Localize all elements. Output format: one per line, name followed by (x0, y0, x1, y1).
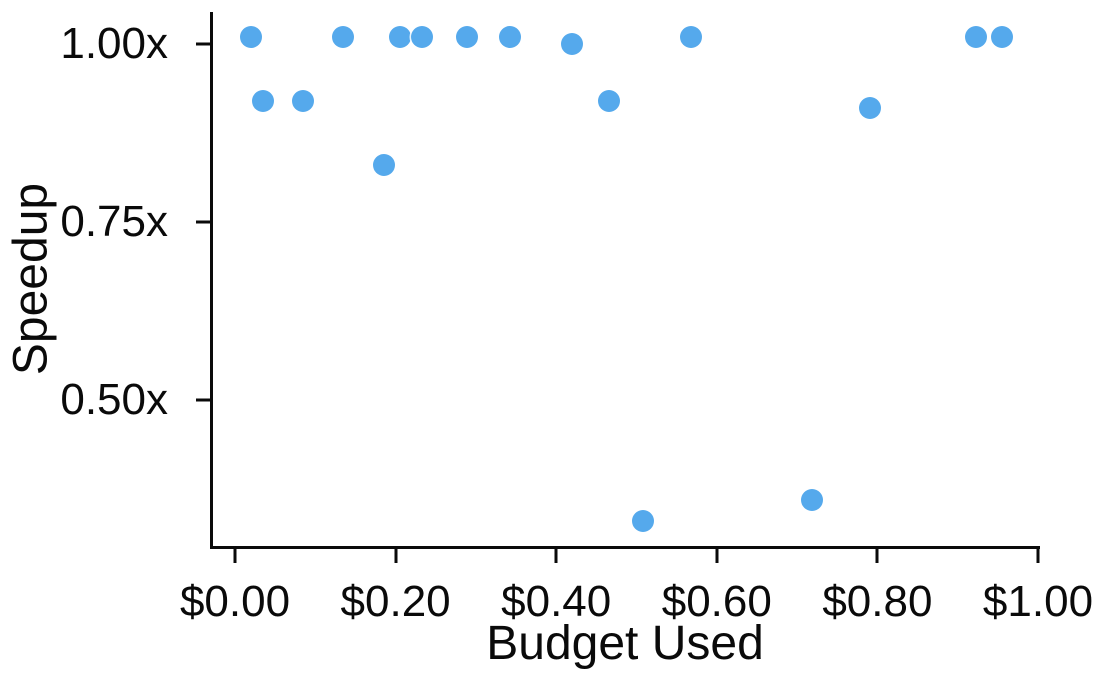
scatter-point (990, 25, 1013, 48)
x-tick-mark (1036, 546, 1040, 563)
plot-area: $0.00 $0.20 $0.40 $0.60 $0.80 $1.00 0.50x 0.75x… (60, 12, 1093, 624)
x-tick-label: $0.20 (340, 577, 451, 626)
scatter-point (456, 25, 479, 48)
x-tick-mark (233, 546, 237, 563)
y-tick-mark (196, 220, 213, 224)
scatter-point (372, 154, 395, 177)
x-tick-label: $0.00 (179, 577, 291, 626)
scatter-point (561, 33, 584, 56)
scatter-point (598, 90, 621, 112)
scatter-point (965, 25, 988, 48)
scatter-point (332, 25, 355, 48)
y-tick-label: 0.75x (60, 197, 168, 247)
scatter-point (499, 25, 522, 48)
x-tick-mark (715, 546, 719, 563)
scatter-point (631, 510, 654, 533)
x-tick-mark (554, 546, 558, 563)
y-tick-mark (196, 42, 213, 46)
y-tick-label: 1.00x (60, 19, 168, 69)
x-tick-label: $0.60 (661, 577, 772, 626)
y-axis-label: Speedup (4, 182, 58, 376)
x-axis-label: Budget Used (486, 617, 764, 670)
scatter-point (801, 488, 824, 511)
scatter-point (240, 25, 263, 48)
y-tick-mark (196, 398, 213, 402)
x-tick-label: $0.40 (501, 577, 612, 626)
x-tick-label: $0.80 (822, 577, 933, 626)
scatter-point (252, 90, 275, 112)
scatter-point (680, 25, 703, 48)
scatter-point (859, 97, 882, 120)
scatter-point (292, 90, 315, 112)
y-tick-label: 0.50x (60, 375, 168, 425)
x-tick-label: $1.00 (982, 577, 1094, 626)
scatter-point (411, 25, 434, 48)
x-tick-mark (875, 546, 879, 563)
scatter-point (388, 25, 411, 48)
x-tick-mark (394, 546, 398, 563)
